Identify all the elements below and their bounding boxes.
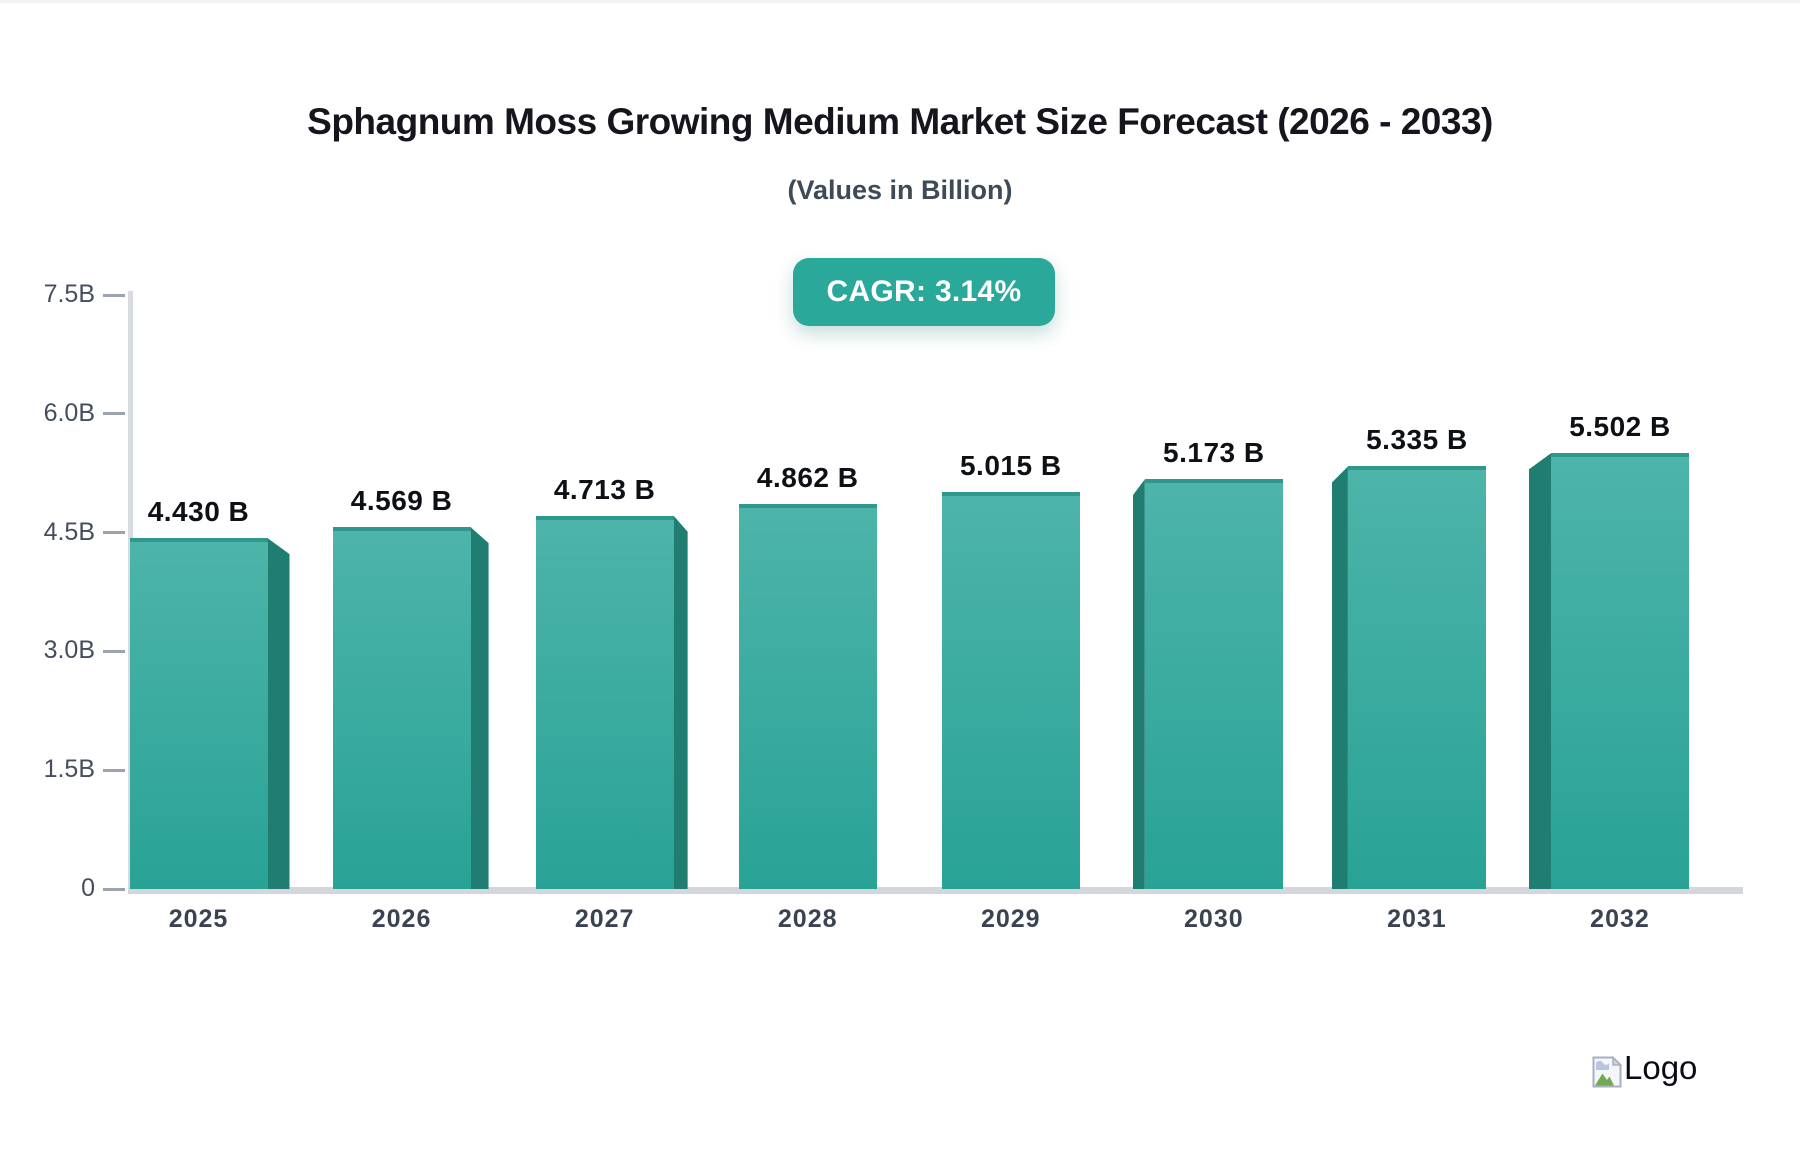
x-axis-line [128,887,1743,894]
bar-value-label: 5.015 B [959,449,1062,481]
bar-2031[interactable] [1347,466,1486,889]
bar-side-2032 [1528,453,1551,889]
logo-alt-text: Logo [1624,1049,1698,1086]
bar-value-label: 4.569 B [350,485,453,517]
bar-value-label: 4.430 B [147,496,250,528]
y-axis-tick [103,649,125,653]
bar-2025[interactable] [129,538,268,889]
x-axis-label: 2031 [1387,905,1447,933]
bar-2030[interactable] [1144,479,1283,889]
x-axis-label: 2029 [980,905,1041,933]
bar-2032[interactable] [1550,453,1689,889]
bar-side-2025 [267,538,290,889]
bar-value-label: 5.173 B [1163,437,1265,469]
y-axis-tick [103,293,125,297]
y-axis-label: 7.5B [43,280,95,308]
x-axis-label: 2030 [1184,905,1244,933]
y-axis-tick [103,412,125,416]
logo: Logo [1592,1048,1697,1088]
bar-side-2027 [673,515,688,889]
x-axis-label: 2028 [777,905,838,933]
y-axis-tick [103,531,125,535]
y-axis-label: 1.5B [43,755,95,784]
x-axis-label: 2025 [168,905,229,933]
chart-title: Sphagnum Moss Growing Medium Market Size… [307,101,1493,142]
x-axis-label: 2026 [371,905,432,933]
cagr-badge: CAGR: 3.14% [793,258,1055,326]
y-axis-tick [103,887,125,891]
y-axis-label: 0 [81,874,95,902]
bar-2026[interactable] [332,527,471,889]
bar-side-2026 [470,527,489,889]
bar-2027[interactable] [535,515,674,889]
y-axis-tick [103,768,125,772]
chart-subtitle: (Values in Billion) [787,175,1013,205]
x-axis-label: 2032 [1590,905,1650,933]
bar-side-2031 [1331,466,1348,889]
y-axis-label: 4.5B [43,517,95,546]
bar-value-label: 5.335 B [1366,424,1468,456]
cagr-badge-label: CAGR: 3.14% [826,275,1022,308]
plot-area: 7.5B 6.0B 4.5B 3.0B 1.5B 0 4.430 B 2025 4.569 B… [0,3,1800,1159]
bar-2029[interactable] [941,491,1080,889]
bar-value-label: 4.713 B [553,473,656,505]
y-axis-label: 6.0B [43,398,95,427]
y-axis-label: 3.0B [43,636,95,665]
broken-image-icon [1592,1056,1622,1088]
bar-2028[interactable] [738,503,877,889]
bar-value-label: 4.862 B [756,461,859,493]
bar-side-2030 [1132,479,1145,889]
bar-value-label: 5.502 B [1569,411,1671,443]
x-axis-label: 2027 [574,905,635,933]
